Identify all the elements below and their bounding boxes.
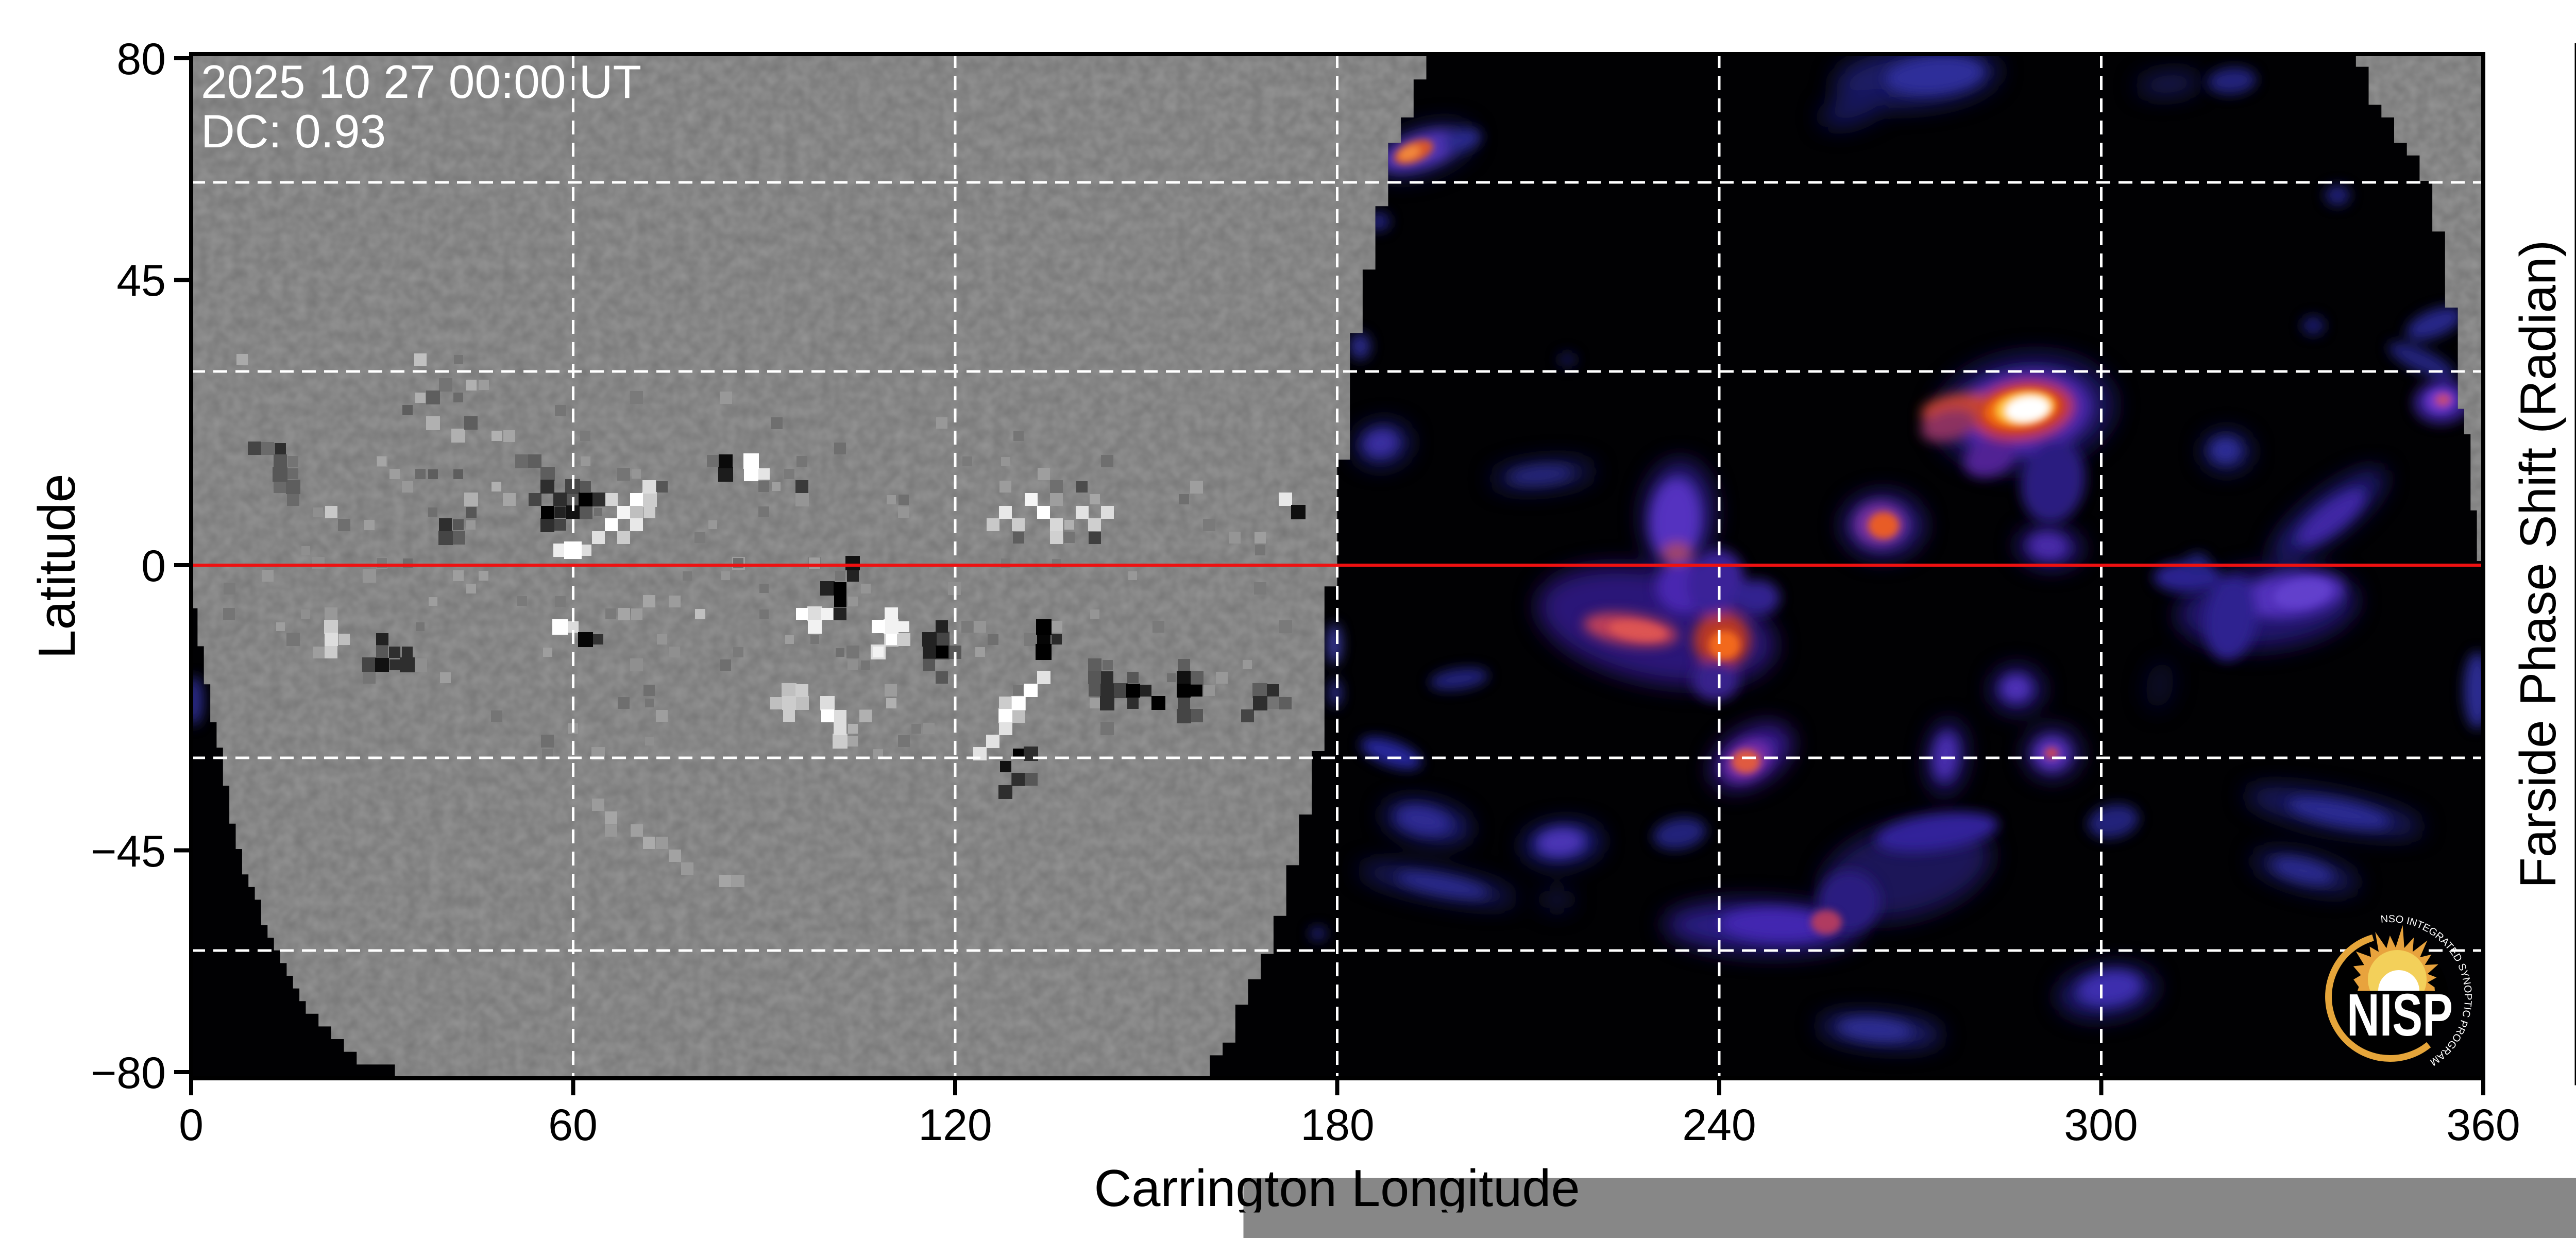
svg-text:NISP: NISP <box>2347 981 2453 1048</box>
svg-text:Carrington Longitude: Carrington Longitude <box>1094 1160 1580 1217</box>
svg-text:45: 45 <box>116 256 166 306</box>
svg-text:−45: −45 <box>91 827 166 876</box>
svg-text:Farside Phase Shift (Radian): Farside Phase Shift (Radian) <box>2510 240 2566 888</box>
svg-text:DC: 0.93: DC: 0.93 <box>201 106 386 158</box>
svg-text:2025 10 27 00:00 UT: 2025 10 27 00:00 UT <box>201 56 641 108</box>
svg-text:360: 360 <box>2446 1100 2520 1150</box>
svg-text:80: 80 <box>116 35 166 84</box>
svg-text:0: 0 <box>179 1100 204 1150</box>
svg-text:Latitude: Latitude <box>28 473 86 658</box>
svg-text:240: 240 <box>1682 1100 1756 1150</box>
svg-text:180: 180 <box>1300 1100 1375 1150</box>
svg-text:0: 0 <box>141 541 166 591</box>
svg-text:−80: −80 <box>91 1048 166 1098</box>
svg-text:300: 300 <box>2064 1100 2138 1150</box>
svg-text:120: 120 <box>918 1100 992 1150</box>
svg-text:60: 60 <box>548 1100 598 1150</box>
